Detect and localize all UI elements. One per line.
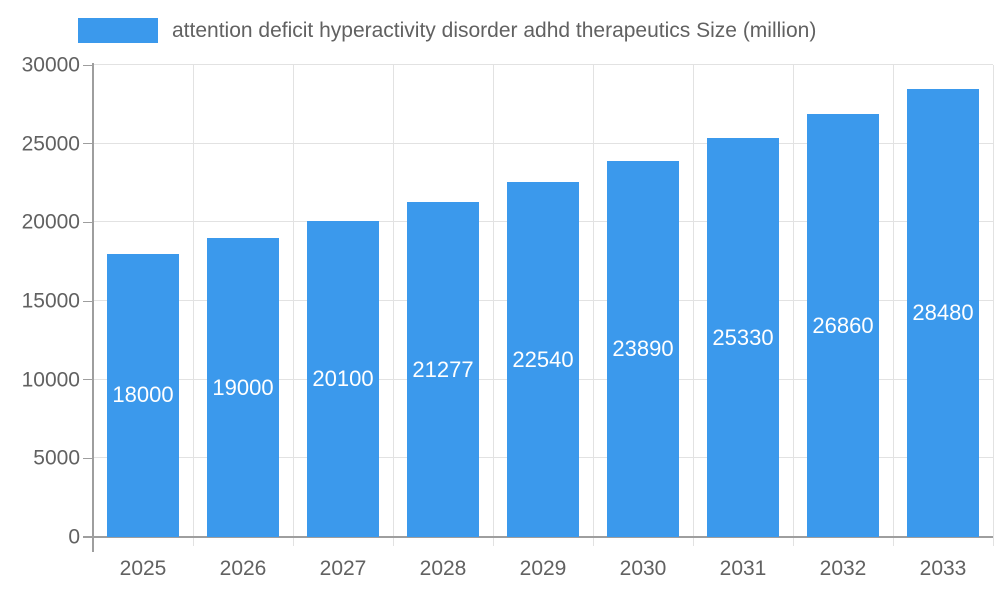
y-axis-tick-label: 25000 bbox=[21, 132, 80, 156]
x-axis-tick-label: 2031 bbox=[719, 557, 767, 580]
gridline-horizontal bbox=[93, 142, 993, 144]
y-axis-tick-label: 15000 bbox=[21, 289, 80, 313]
gridline-vertical bbox=[492, 65, 494, 537]
bar-value-label: 28480 bbox=[912, 299, 974, 325]
gridline-vertical bbox=[392, 65, 394, 537]
y-axis-tick bbox=[83, 64, 93, 66]
x-axis-tick bbox=[292, 537, 294, 546]
gridline-vertical bbox=[692, 65, 694, 537]
x-axis-tick-label: 2025 bbox=[119, 557, 167, 580]
bar-2027[interactable] bbox=[307, 220, 379, 537]
gridline-vertical bbox=[192, 65, 194, 537]
y-axis-tick-label: 20000 bbox=[21, 210, 80, 234]
x-axis-tick bbox=[392, 537, 394, 546]
x-axis-tick-label: 2026 bbox=[219, 557, 267, 580]
y-axis-line bbox=[92, 63, 94, 552]
bar-2030[interactable] bbox=[607, 161, 679, 537]
x-axis-line bbox=[83, 536, 993, 538]
y-axis-tick-label: 10000 bbox=[21, 368, 80, 392]
gridline-vertical bbox=[292, 65, 294, 537]
y-axis-tick-label: 5000 bbox=[33, 446, 80, 470]
x-axis-tick bbox=[592, 537, 594, 546]
bar-value-label: 25330 bbox=[712, 324, 774, 350]
y-axis-tick bbox=[83, 379, 93, 381]
bar-2028[interactable] bbox=[407, 202, 479, 537]
bar-value-label: 19000 bbox=[212, 374, 274, 400]
x-axis-tick-label: 2028 bbox=[419, 557, 467, 580]
x-axis-tick bbox=[992, 537, 994, 546]
y-axis-tick bbox=[83, 300, 93, 302]
bar-value-label: 22540 bbox=[512, 346, 574, 372]
bar-2033[interactable] bbox=[907, 88, 979, 537]
x-axis-tick-label: 2029 bbox=[519, 557, 567, 580]
x-axis-tick-label: 2027 bbox=[319, 557, 367, 580]
plot-area: 0 5000 10000 15000 20000 25000 30000 18000 2025 1… bbox=[22, 55, 994, 579]
bar-value-label: 26860 bbox=[812, 312, 874, 338]
legend-label: attention deficit hyperactivity disorder… bbox=[172, 18, 817, 42]
y-axis-tick-label: 0 bbox=[68, 525, 80, 549]
gridline-vertical bbox=[892, 65, 894, 537]
x-axis-tick bbox=[692, 537, 694, 546]
y-axis-tick bbox=[83, 143, 93, 145]
x-axis-tick bbox=[792, 537, 794, 546]
y-axis-tick bbox=[83, 221, 93, 223]
x-axis-tick-label: 2030 bbox=[619, 557, 667, 580]
legend-item[interactable]: attention deficit hyperactivity disorder… bbox=[78, 18, 816, 43]
x-axis-tick bbox=[192, 537, 194, 546]
x-axis-tick bbox=[492, 537, 494, 546]
bar-value-label: 18000 bbox=[112, 382, 174, 408]
bar-value-label: 23890 bbox=[612, 336, 674, 362]
gridline-vertical bbox=[992, 65, 994, 537]
x-axis-tick bbox=[892, 537, 894, 546]
bar-value-label: 20100 bbox=[312, 365, 374, 391]
gridline-vertical bbox=[592, 65, 594, 537]
bar-2025[interactable] bbox=[107, 253, 179, 537]
y-axis-tick-label: 30000 bbox=[21, 53, 80, 77]
x-axis-tick-label: 2033 bbox=[919, 557, 967, 580]
bar-2031[interactable] bbox=[707, 138, 779, 537]
x-axis-tick-label: 2032 bbox=[819, 557, 867, 580]
bar-value-label: 21277 bbox=[412, 356, 474, 382]
bar-2032[interactable] bbox=[807, 114, 879, 537]
gridline-vertical bbox=[792, 65, 794, 537]
bar-2026[interactable] bbox=[207, 238, 279, 537]
legend-swatch-icon bbox=[78, 18, 158, 43]
y-axis-tick bbox=[83, 457, 93, 459]
bar-2029[interactable] bbox=[507, 182, 579, 537]
gridline-horizontal bbox=[93, 64, 993, 65]
